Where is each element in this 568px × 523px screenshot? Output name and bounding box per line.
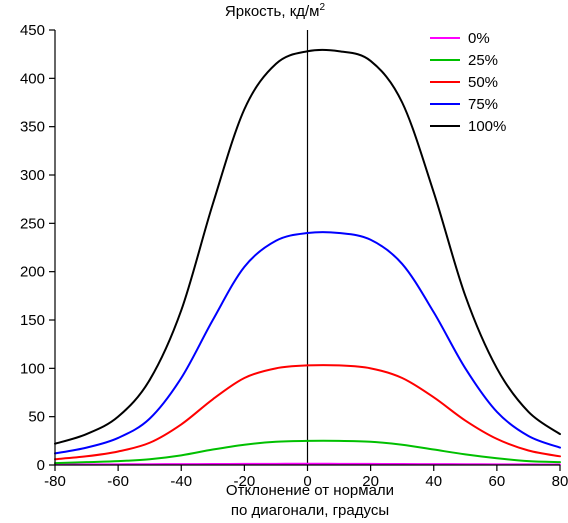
x-tick-label: 40 (425, 473, 442, 490)
y-tick-label: 50 (28, 409, 45, 426)
chart-svg: Яркость, кд/м2 0 50 100 150 200 250 300 350 400 45… (0, 0, 568, 523)
x-axis-title-1: Отклонение от нормали (226, 482, 394, 499)
y-tick-label: 200 (20, 264, 45, 281)
y-tick-label: 150 (20, 312, 45, 329)
y-tick-label: 0 (37, 457, 45, 474)
y-tick-label: 250 (20, 215, 45, 232)
x-tick-label: 60 (489, 473, 506, 490)
y-tick-label: 300 (20, 167, 45, 184)
legend-label: 25% (468, 52, 498, 69)
y-tick-label: 350 (20, 119, 45, 136)
x-tick-label: -60 (107, 473, 129, 490)
legend-label: 100% (468, 118, 506, 135)
x-axis-title-2: по диагонали, градусы (231, 502, 389, 519)
legend-label: 0% (468, 30, 490, 47)
x-tick-label: -80 (44, 473, 66, 490)
legend-label: 50% (468, 74, 498, 91)
brightness-vs-angle-chart: Яркость, кд/м2 0 50 100 150 200 250 300 350 400 45… (0, 0, 568, 523)
y-axis-title: Яркость, кд/м2 (225, 2, 326, 20)
y-tick-label: 100 (20, 360, 45, 377)
legend-label: 75% (468, 96, 498, 113)
x-tick-label: -40 (170, 473, 192, 490)
x-tick-label: 80 (552, 473, 568, 490)
y-tick-label: 450 (20, 22, 45, 39)
y-tick-label: 400 (20, 70, 45, 87)
